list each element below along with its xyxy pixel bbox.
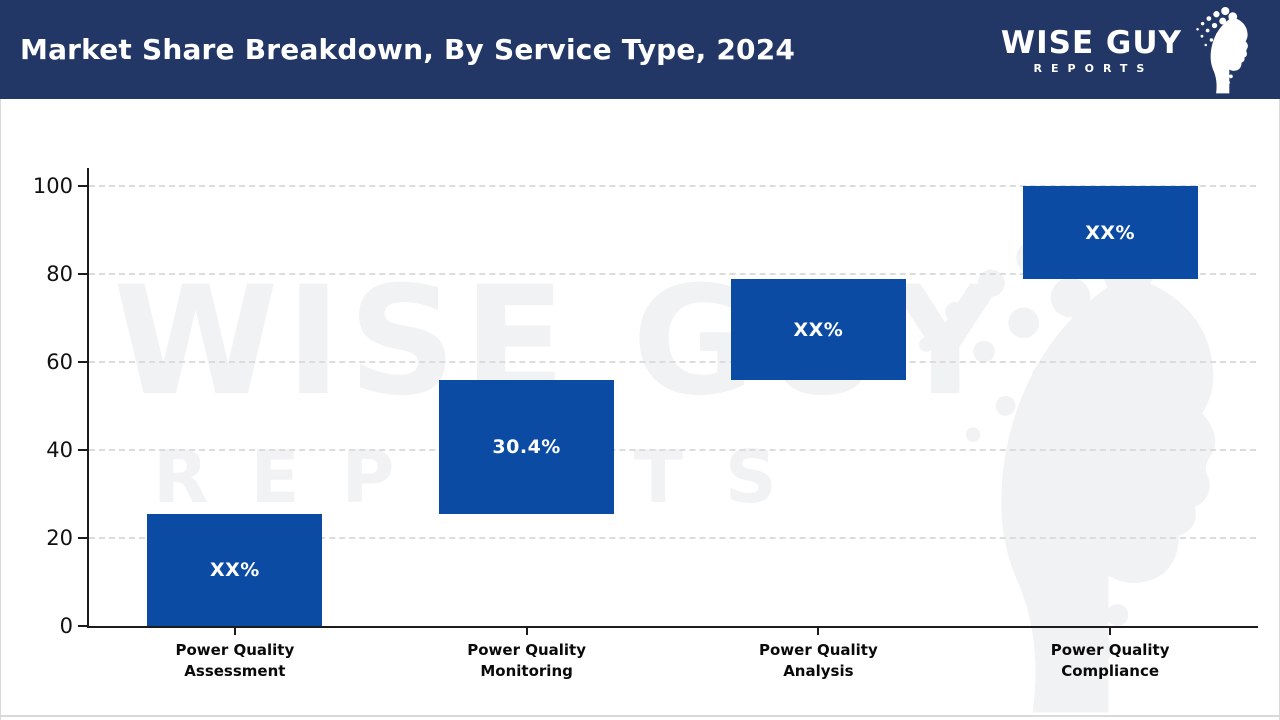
bar-segment: 30.4% [439, 380, 615, 514]
x-category-label-line: Compliance [1061, 662, 1160, 680]
y-tick-label-20: 20 [46, 526, 73, 550]
gridline-y-100 [89, 185, 1256, 188]
brand-subtitle: REPORTS [1033, 61, 1154, 75]
bar-segment: XX% [147, 513, 323, 626]
y-tick-40 [78, 449, 87, 451]
y-tick-label-0: 0 [59, 614, 73, 638]
x-category-label-line: Monitoring [480, 662, 573, 680]
x-category-label-line: Power Quality [759, 641, 878, 659]
bar-segment: XX% [730, 279, 906, 381]
y-tick-100 [78, 185, 87, 188]
y-tick-label-100: 100 [32, 174, 73, 199]
x-category-label: Power Quality Monitoring [407, 640, 647, 682]
bar-value-label: XX% [1085, 221, 1136, 244]
chart-title: Market Share Breakdown, By Service Type,… [20, 33, 796, 66]
x-category-label-line: Power Quality [467, 641, 586, 659]
brand-head-icon [1170, 6, 1266, 94]
header-bar: Market Share Breakdown, By Service Type,… [0, 0, 1280, 99]
bar-segment: XX% [1022, 186, 1198, 280]
gridline-y-20 [89, 537, 1256, 539]
brand-logo: WISE GUY REPORTS [1001, 0, 1266, 99]
brand-logo-text: WISE GUY REPORTS [1001, 27, 1182, 77]
x-category-label: Power Quality Analysis [698, 640, 938, 682]
y-tick-label-40: 40 [46, 438, 73, 462]
x-category-label-line: Power Quality [1050, 641, 1170, 659]
x-category-label: Power Quality Assessment [115, 640, 355, 682]
y-tick-20 [78, 537, 87, 539]
gridline-y-80 [89, 273, 1256, 276]
x-axis-line [87, 626, 1258, 628]
x-category-label-line: Analysis [783, 662, 854, 680]
bar-value-label: XX% [209, 558, 260, 581]
x-category-label-line: Power Quality [175, 641, 295, 659]
gridline-y-60 [89, 361, 1256, 364]
y-tick-0 [78, 625, 87, 627]
bar-value-label: 30.4% [492, 435, 561, 458]
y-tick-label-80: 80 [46, 262, 73, 287]
plot-area: 0 20 40 60 80 100 XX% Power Quality Assessment 30… [33, 168, 1258, 680]
y-tick-label-60: 60 [46, 350, 73, 375]
bar-value-label: XX% [793, 318, 844, 341]
x-tick-0 [233, 628, 236, 635]
x-tick-1 [525, 628, 528, 635]
x-tick-2 [817, 628, 820, 635]
x-tick-3 [1109, 628, 1112, 635]
x-category-label-line: Assessment [184, 662, 286, 680]
x-category-label: Power Quality Compliance [990, 640, 1230, 682]
y-tick-80 [78, 273, 87, 276]
y-axis-line [87, 168, 89, 628]
y-tick-60 [78, 361, 87, 364]
bottom-border-line [1, 715, 1279, 717]
gridline-y-40 [89, 449, 1256, 451]
brand-name: WISE GUY [1000, 24, 1182, 61]
